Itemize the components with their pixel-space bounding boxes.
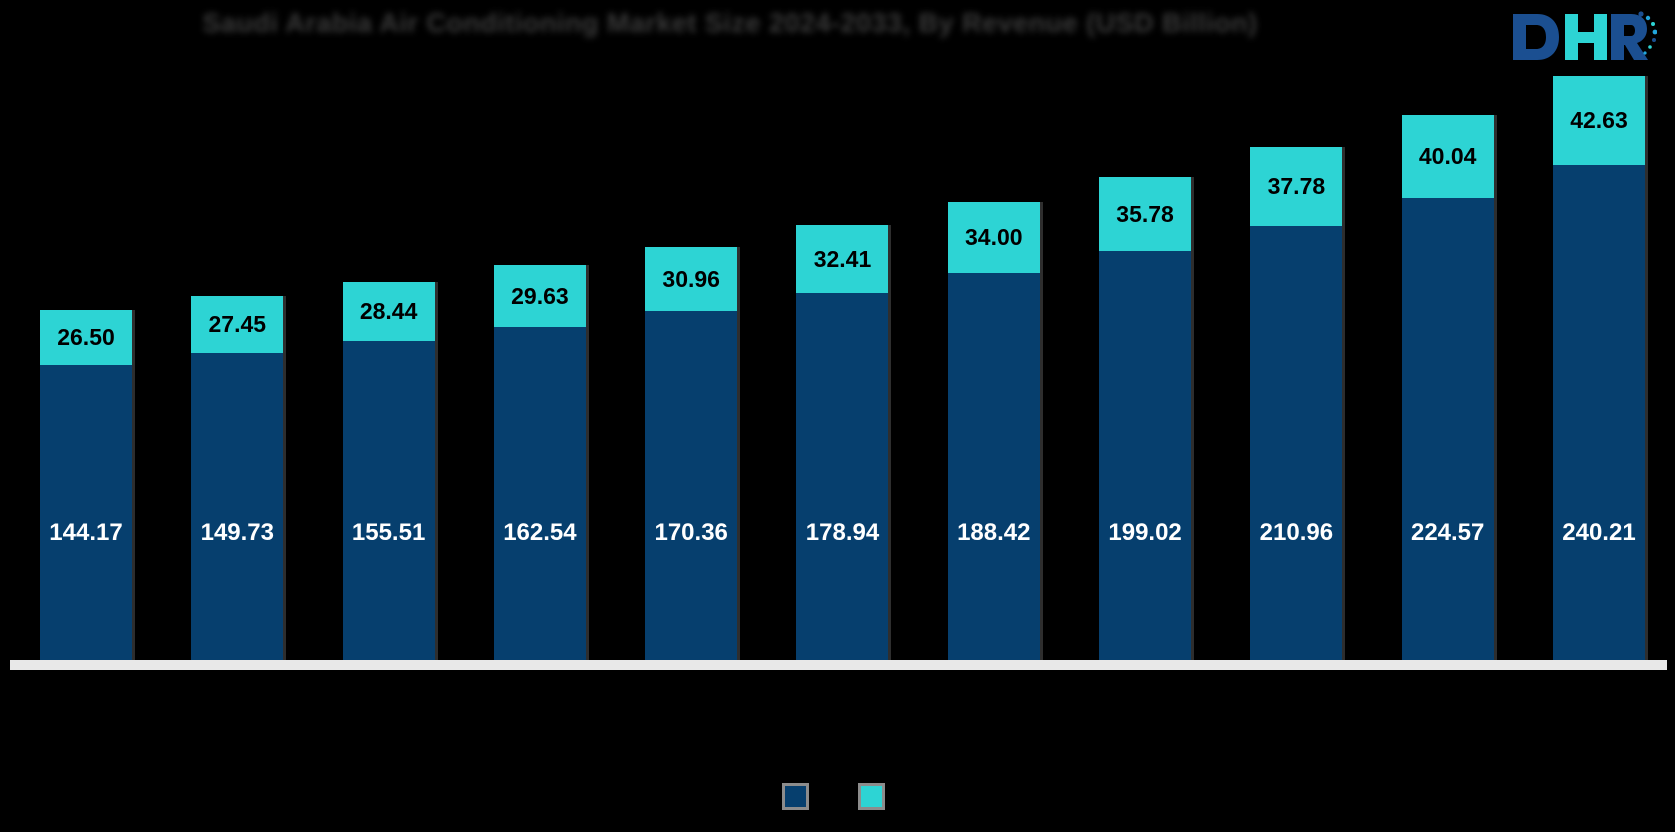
bar-segment-top[interactable]: 27.45 bbox=[191, 296, 284, 353]
bar-group[interactable]: 29.63 162.54 bbox=[493, 265, 586, 665]
bar-group[interactable]: 28.44 155.51 bbox=[342, 282, 435, 665]
bar-value-label-bottom: 149.73 bbox=[200, 519, 274, 546]
bar-value-label-top: 26.50 bbox=[57, 324, 115, 350]
bar-group[interactable]: 32.41 178.94 bbox=[796, 225, 889, 665]
chart-plot-area: 26.50 144.17 27.45 149.73 28.44 155.51 29.63 16… bbox=[0, 70, 1675, 665]
bar-value-label-bottom: 224.57 bbox=[1410, 519, 1485, 546]
bar-segment-top[interactable]: 40.04 bbox=[1401, 115, 1494, 198]
category-axis-line bbox=[10, 660, 1667, 670]
bar-value-label-bottom: 170.36 bbox=[654, 519, 728, 546]
bar-value-label-bottom: 162.54 bbox=[503, 519, 577, 546]
bar-segment-bottom[interactable]: 144.17 bbox=[40, 365, 132, 665]
bar-segment-bottom[interactable]: 199.02 bbox=[1099, 251, 1192, 665]
bar-value-label-bottom: 178.94 bbox=[805, 519, 880, 546]
bar-value-label-bottom: 188.42 bbox=[957, 519, 1031, 546]
bar-segment-top[interactable]: 37.78 bbox=[1250, 147, 1343, 226]
bar-value-label-top: 42.63 bbox=[1570, 107, 1628, 133]
bar-group[interactable]: 26.50 144.17 bbox=[40, 310, 132, 665]
bar-segment-bottom[interactable]: 188.42 bbox=[947, 273, 1040, 665]
bar-segment-bottom[interactable]: 155.51 bbox=[342, 341, 435, 665]
dhr-logo[interactable] bbox=[1507, 6, 1658, 68]
legend-item[interactable] bbox=[860, 786, 891, 807]
bar-segment-bottom[interactable]: 149.73 bbox=[191, 353, 284, 665]
legend-swatch-icon bbox=[784, 786, 806, 807]
legend-item[interactable] bbox=[784, 786, 815, 807]
bar-value-label-top: 28.44 bbox=[359, 298, 418, 324]
bar-value-label-top: 40.04 bbox=[1418, 143, 1477, 169]
bar-group[interactable]: 27.45 149.73 bbox=[191, 296, 284, 665]
bar-value-label-top: 34.00 bbox=[965, 224, 1023, 250]
bar-value-label-bottom: 155.51 bbox=[351, 519, 426, 546]
bar-value-label-bottom: 210.96 bbox=[1259, 519, 1334, 546]
bar-segment-top[interactable]: 42.63 bbox=[1552, 76, 1645, 165]
bar-segment-top[interactable]: 26.50 bbox=[40, 310, 132, 365]
bar-segment-top[interactable]: 30.96 bbox=[645, 247, 738, 311]
dhr-logo-icon bbox=[1513, 11, 1658, 60]
bar-series-container: 26.50 144.17 27.45 149.73 28.44 155.51 29.63 16… bbox=[0, 70, 1675, 665]
bar-segment-top[interactable]: 35.78 bbox=[1099, 177, 1192, 251]
bar-segment-bottom[interactable]: 224.57 bbox=[1401, 198, 1494, 665]
bar-value-label-bottom: 199.02 bbox=[1108, 519, 1182, 546]
bar-segment-top[interactable]: 32.41 bbox=[796, 225, 889, 293]
bar-group[interactable]: 30.96 170.36 bbox=[645, 247, 738, 665]
bar-group[interactable]: 40.04 224.57 bbox=[1401, 115, 1494, 665]
bar-value-label-top: 32.41 bbox=[813, 245, 872, 272]
bar-segment-top[interactable]: 28.44 bbox=[342, 282, 435, 341]
bar-group[interactable]: 42.63 240.21 bbox=[1552, 76, 1645, 665]
bar-value-label-top: 30.96 bbox=[662, 265, 720, 292]
bar-group[interactable]: 34.00 188.42 bbox=[947, 202, 1040, 665]
chart-legend bbox=[0, 786, 1675, 807]
bar-group[interactable]: 35.78 199.02 bbox=[1099, 177, 1192, 665]
bar-segment-top[interactable]: 29.63 bbox=[493, 265, 586, 327]
bar-segment-top[interactable]: 34.00 bbox=[947, 202, 1040, 273]
bar-group[interactable]: 37.78 210.96 bbox=[1250, 147, 1343, 665]
bar-segment-bottom[interactable]: 162.54 bbox=[493, 327, 586, 665]
bar-value-label-bottom: 144.17 bbox=[49, 519, 123, 546]
bar-value-label-top: 27.45 bbox=[208, 311, 267, 337]
bar-segment-bottom[interactable]: 240.21 bbox=[1552, 165, 1645, 665]
bar-segment-bottom[interactable]: 210.96 bbox=[1250, 226, 1343, 665]
bar-segment-bottom[interactable]: 178.94 bbox=[796, 293, 889, 665]
bar-value-label-bottom: 240.21 bbox=[1562, 519, 1636, 546]
bar-value-label-top: 35.78 bbox=[1116, 200, 1174, 227]
bar-segment-bottom[interactable]: 170.36 bbox=[645, 311, 738, 665]
bar-value-label-top: 29.63 bbox=[511, 282, 569, 309]
bar-value-label-top: 37.78 bbox=[1267, 173, 1326, 199]
page-title: Saudi Arabia Air Conditioning Market Siz… bbox=[202, 8, 1258, 38]
legend-swatch-icon bbox=[860, 786, 882, 807]
